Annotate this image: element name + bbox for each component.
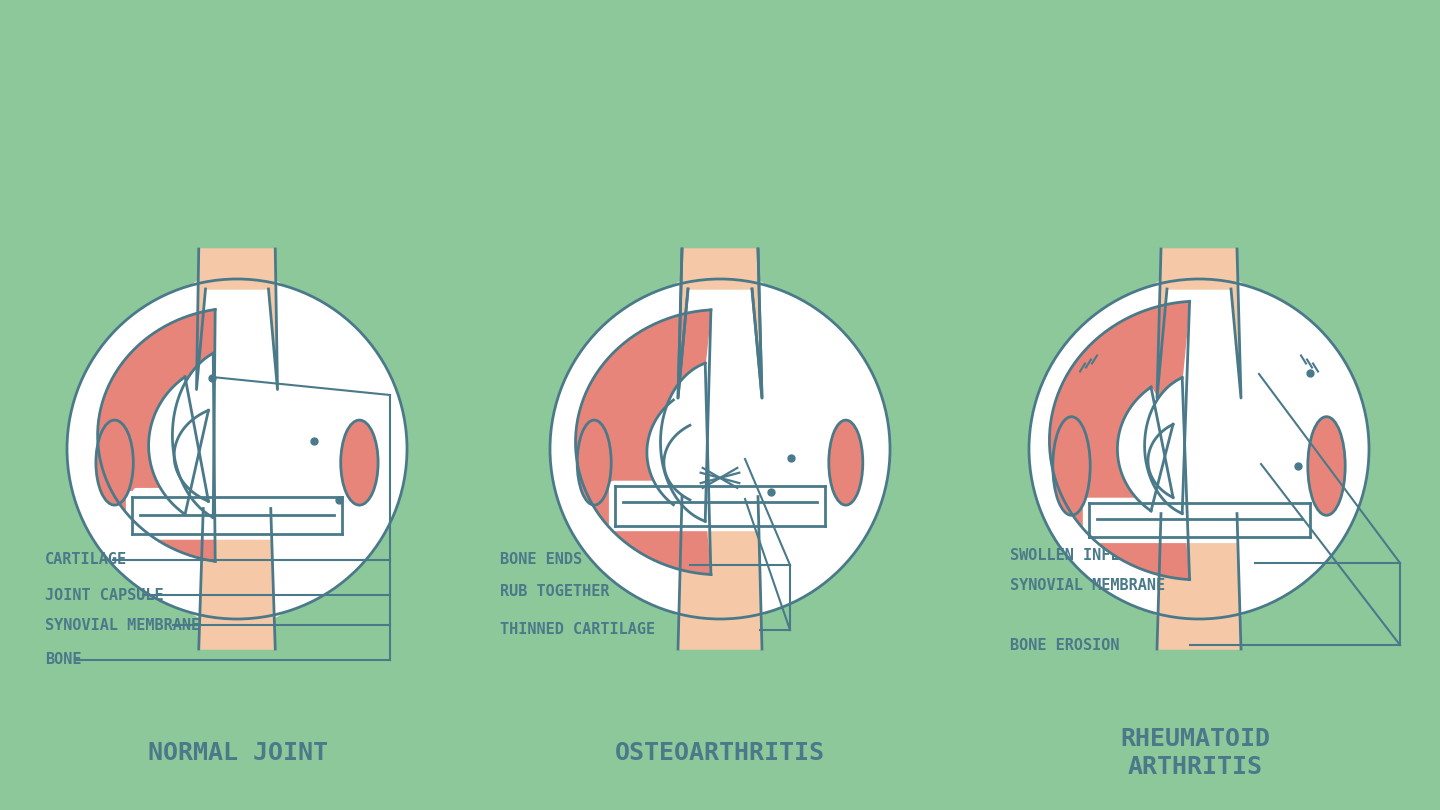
Text: JOINT CAPSULE: JOINT CAPSULE: [45, 587, 164, 603]
Ellipse shape: [1308, 416, 1345, 515]
Circle shape: [68, 279, 408, 619]
Text: NORMAL JOINT: NORMAL JOINT: [148, 741, 328, 765]
Text: RUB TOGETHER: RUB TOGETHER: [500, 585, 609, 599]
Polygon shape: [1156, 249, 1241, 398]
Text: SWOLLEN INFLAMMED: SWOLLEN INFLAMMED: [1009, 548, 1165, 562]
Text: CARTILAGE: CARTILAGE: [45, 552, 127, 568]
Text: SYNOVIAL MEMBRANE: SYNOVIAL MEMBRANE: [1009, 578, 1165, 592]
Ellipse shape: [122, 271, 351, 628]
Polygon shape: [1117, 387, 1174, 511]
Polygon shape: [647, 400, 690, 505]
Ellipse shape: [1053, 416, 1090, 515]
Text: THINNED CARTILAGE: THINNED CARTILAGE: [500, 623, 655, 637]
Text: BONE ENDS: BONE ENDS: [500, 552, 582, 568]
Polygon shape: [196, 249, 278, 390]
Polygon shape: [576, 310, 711, 574]
Ellipse shape: [341, 420, 379, 505]
Ellipse shape: [829, 420, 863, 505]
Polygon shape: [1050, 301, 1189, 580]
Polygon shape: [678, 249, 762, 398]
Circle shape: [1030, 279, 1369, 619]
Circle shape: [68, 279, 408, 619]
Polygon shape: [148, 377, 209, 514]
Polygon shape: [1156, 514, 1241, 649]
Text: RHEUMATOID
ARTHRITIS: RHEUMATOID ARTHRITIS: [1120, 727, 1270, 779]
Polygon shape: [98, 309, 215, 561]
Text: BONE EROSION: BONE EROSION: [1009, 637, 1119, 653]
FancyBboxPatch shape: [609, 481, 831, 531]
Polygon shape: [199, 509, 275, 649]
Circle shape: [550, 279, 890, 619]
Text: BONE: BONE: [45, 653, 82, 667]
Ellipse shape: [1084, 271, 1313, 628]
FancyBboxPatch shape: [134, 488, 340, 522]
Ellipse shape: [577, 420, 611, 505]
FancyBboxPatch shape: [127, 492, 347, 539]
FancyBboxPatch shape: [1083, 498, 1315, 543]
Text: OSTEOARTHRITIS: OSTEOARTHRITIS: [615, 741, 825, 765]
Ellipse shape: [96, 420, 134, 505]
Text: SYNOVIAL MEMBRANE: SYNOVIAL MEMBRANE: [45, 617, 200, 633]
Polygon shape: [678, 497, 762, 649]
Ellipse shape: [605, 271, 835, 628]
